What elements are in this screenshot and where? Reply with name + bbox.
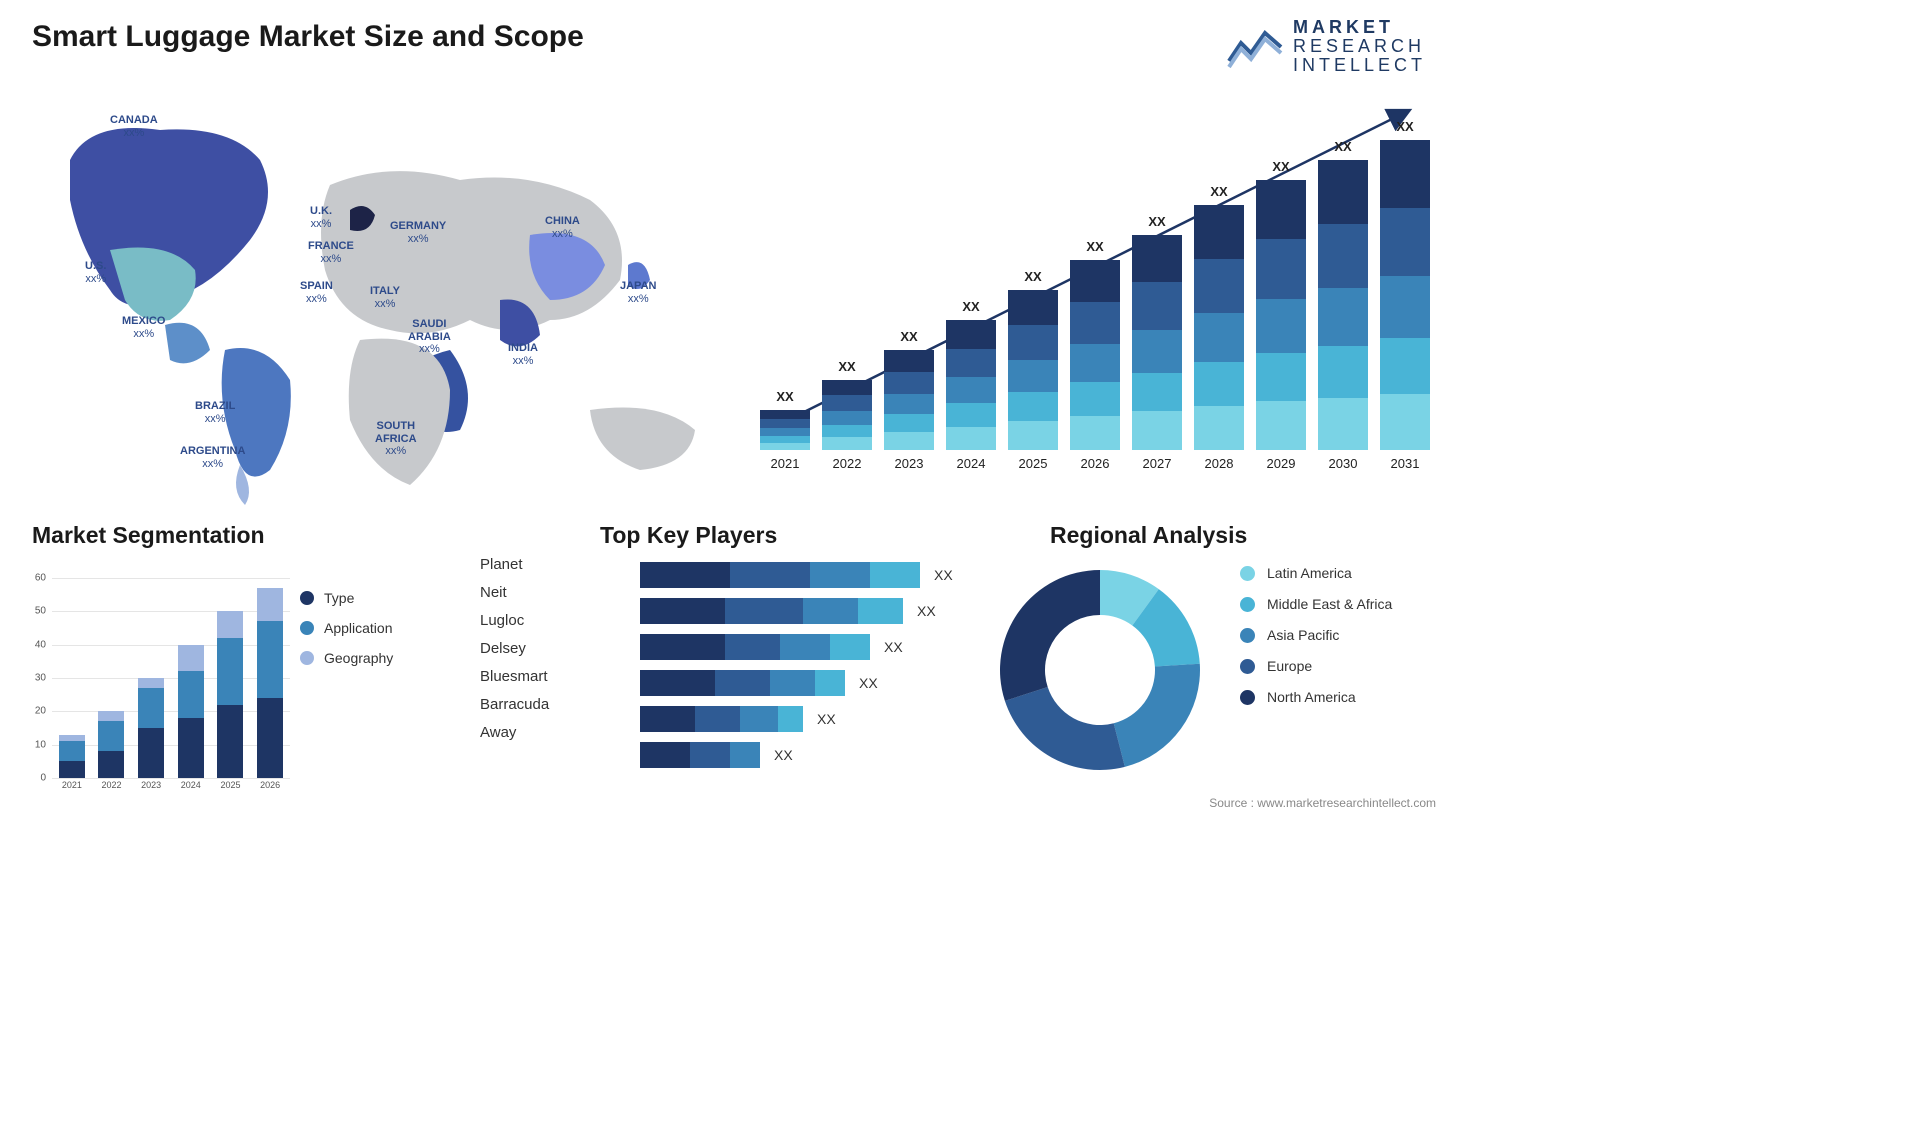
segmentation-bar (138, 678, 164, 778)
segmentation-chart: 0102030405060 202120222023202420252026 (30, 538, 290, 798)
segmentation-legend: Type Application Geography (300, 590, 393, 680)
map-label: INDIAxx% (508, 342, 538, 367)
regional-donut (990, 560, 1210, 780)
map-label: FRANCExx% (308, 240, 354, 265)
growth-bar: XX2030 (1318, 139, 1368, 471)
segmentation-bar (59, 735, 85, 778)
regional-legend: Latin America Middle East & Africa Asia Pa… (1240, 565, 1392, 720)
map-label: CHINAxx% (545, 215, 580, 240)
growth-bar: XX2024 (946, 299, 996, 471)
legend-item: Latin America (1240, 565, 1392, 581)
logo-line3: INTELLECT (1293, 56, 1426, 75)
player-bar-row: XX (640, 742, 980, 768)
map-label: MEXICOxx% (122, 315, 165, 340)
legend-item: Asia Pacific (1240, 627, 1392, 643)
player-name: Delsey (480, 640, 549, 657)
growth-bar: XX2022 (822, 359, 872, 471)
growth-bar: XX2023 (884, 329, 934, 471)
player-bar-row: XX (640, 634, 980, 660)
brand-logo: MARKET RESEARCH INTELLECT (1227, 18, 1426, 75)
player-bar-row: XX (640, 598, 980, 624)
player-name: Lugloc (480, 612, 549, 629)
logo-icon (1227, 23, 1283, 69)
growth-bar: XX2029 (1256, 159, 1306, 471)
growth-bar: XX2028 (1194, 184, 1244, 471)
player-name: Barracuda (480, 696, 549, 713)
growth-bar: XX2026 (1070, 239, 1120, 471)
player-name: Bluesmart (480, 668, 549, 685)
segmentation-bar (257, 588, 283, 778)
growth-bar: XX2027 (1132, 214, 1182, 471)
legend-item: Middle East & Africa (1240, 596, 1392, 612)
legend-item: Europe (1240, 658, 1392, 674)
market-growth-chart: XX2021XX2022XX2023XX2024XX2025XX2026XX20… (760, 95, 1430, 495)
player-name: Away (480, 724, 549, 741)
map-label: GERMANYxx% (390, 220, 446, 245)
donut-slice (1000, 570, 1100, 701)
player-name: Neit (480, 584, 549, 601)
map-label: U.S.xx% (85, 260, 106, 285)
segmentation-bar (178, 645, 204, 778)
legend-item: North America (1240, 689, 1392, 705)
players-title: Top Key Players (600, 522, 777, 549)
map-label: BRAZILxx% (195, 400, 235, 425)
map-label: ITALYxx% (370, 285, 400, 310)
segmentation-bar (217, 611, 243, 778)
source-text: Source : www.marketresearchintellect.com (1209, 796, 1436, 810)
map-label: JAPANxx% (620, 280, 656, 305)
map-label: CANADAxx% (110, 114, 158, 139)
page-title: Smart Luggage Market Size and Scope (32, 20, 584, 54)
map-label: SPAINxx% (300, 280, 333, 305)
growth-bar: XX2031 (1380, 119, 1430, 471)
regional-title: Regional Analysis (1050, 522, 1247, 549)
legend-item: Geography (300, 650, 393, 666)
segmentation-bar (98, 711, 124, 778)
donut-slice (1114, 664, 1200, 767)
map-label: SOUTHAFRICAxx% (375, 420, 417, 458)
players-list: Planet Neit Lugloc Delsey Bluesmart Barracuda… (480, 556, 549, 752)
players-chart: XX XX XX XX XX XX (640, 562, 980, 778)
player-name: Planet (480, 556, 549, 573)
player-bar-row: XX (640, 670, 980, 696)
map-label: U.K.xx% (310, 205, 332, 230)
growth-bar: XX2025 (1008, 269, 1058, 471)
player-bar-row: XX (640, 562, 980, 588)
legend-item: Application (300, 620, 393, 636)
growth-bar: XX2021 (760, 389, 810, 471)
map-label: ARGENTINAxx% (180, 445, 245, 470)
player-bar-row: XX (640, 706, 980, 732)
logo-line1: MARKET (1293, 18, 1426, 37)
donut-slice (1005, 687, 1125, 770)
world-map: CANADAxx% U.S.xx% MEXICOxx% BRAZILxx% ARGENT… (30, 90, 730, 510)
map-label: SAUDIARABIAxx% (408, 318, 451, 356)
logo-line2: RESEARCH (1293, 37, 1426, 56)
legend-item: Type (300, 590, 393, 606)
